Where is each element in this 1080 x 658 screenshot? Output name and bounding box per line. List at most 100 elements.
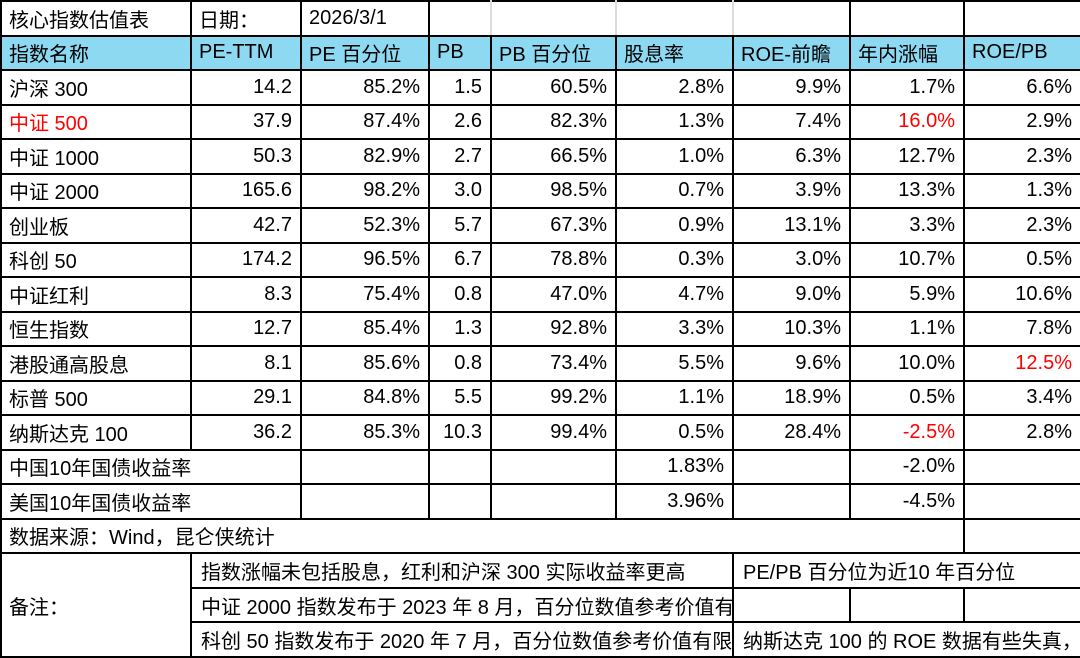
- cell-dividend-yield: 1.3%: [615, 103, 734, 141]
- cell-roe-pb: 0.5%: [963, 241, 1080, 279]
- cell-pe-percentile: 82.9%: [300, 138, 430, 175]
- col-header-roe-pb: ROE/PB: [963, 34, 1080, 72]
- cell-ytd-change: -4.5%: [849, 483, 965, 520]
- cell-pb-percentile: 67.3%: [490, 207, 617, 244]
- cell-ytd-change: 12.7%: [849, 138, 965, 175]
- cell-pe-ttm: 42.7: [190, 207, 302, 244]
- cell-bond-yield: 1.83%: [615, 448, 734, 486]
- cell-pb-percentile: 60.5%: [490, 69, 617, 106]
- cell-pb-percentile: 73.4%: [490, 345, 617, 382]
- col-header-pb: PB: [428, 34, 492, 72]
- index-name: 中证 2000: [0, 172, 192, 210]
- cell-pe-ttm: 14.2: [190, 69, 302, 106]
- table-row: 创业板 42.7 52.3% 5.7 67.3% 0.9% 13.1% 3.3%…: [0, 207, 1080, 244]
- cell-roe-forward: 13.1%: [732, 207, 851, 244]
- cell-pb: 2.6: [428, 103, 492, 141]
- empty-cell: [300, 483, 430, 520]
- cell-pe-ttm: 174.2: [190, 241, 302, 279]
- cell-dividend-yield: 2.8%: [615, 69, 734, 106]
- table-row: 中证 2000 165.6 98.2% 3.0 98.5% 0.7% 3.9% …: [0, 172, 1080, 210]
- cell-roe-forward: 3.0%: [732, 241, 851, 279]
- cell-ytd-change: 5.9%: [849, 276, 965, 313]
- cell-pb: 1.3: [428, 310, 492, 348]
- cell-roe-pb: 2.3%: [963, 207, 1080, 244]
- cell-pb: 6.7: [428, 241, 492, 279]
- cell-roe-pb: 7.8%: [963, 310, 1080, 348]
- cell-ytd-change: 13.3%: [849, 172, 965, 210]
- bond-row: 美国10年国债收益率 3.96% -4.5%: [0, 483, 1080, 520]
- empty-cell: [732, 586, 851, 624]
- cell-roe-forward: 7.4%: [732, 103, 851, 141]
- cell-pe-percentile: 85.3%: [300, 414, 430, 451]
- cell-roe-pb: 3.4%: [963, 379, 1080, 417]
- cell-pb: 5.5: [428, 379, 492, 417]
- index-name: 沪深 300: [0, 69, 192, 106]
- empty-cell: [732, 0, 851, 37]
- cell-pe-ttm: 8.1: [190, 345, 302, 382]
- index-name: 恒生指数: [0, 310, 192, 348]
- pe-pb-percentile-note: PE/PB 百分位为近10 年百分位: [732, 552, 1080, 589]
- bond-name: 美国10年国债收益率: [0, 483, 302, 520]
- cell-pb-percentile: 98.5%: [490, 172, 617, 210]
- table-row: 中证 1000 50.3 82.9% 2.7 66.5% 1.0% 6.3% 1…: [0, 138, 1080, 175]
- cell-pb: 0.8: [428, 345, 492, 382]
- cell-pe-percentile: 85.6%: [300, 345, 430, 382]
- remark-label: 备注：: [0, 552, 192, 658]
- empty-cell: [963, 448, 1080, 486]
- cell-roe-forward: 3.9%: [732, 172, 851, 210]
- cell-dividend-yield: 0.3%: [615, 241, 734, 279]
- cell-dividend-yield: 0.5%: [615, 414, 734, 451]
- cell-pe-percentile: 87.4%: [300, 103, 430, 141]
- cell-roe-forward: 9.6%: [732, 345, 851, 382]
- cell-pe-ttm: 165.6: [190, 172, 302, 210]
- cell-pe-percentile: 75.4%: [300, 276, 430, 313]
- empty-cell: [428, 448, 492, 486]
- cell-ytd-change: 0.5%: [849, 379, 965, 417]
- empty-cell: [490, 0, 617, 37]
- index-name: 中证 1000: [0, 138, 192, 175]
- table-row: 纳斯达克 100 36.2 85.3% 10.3 99.4% 0.5% 28.4…: [0, 414, 1080, 451]
- table-row: 标普 500 29.1 84.8% 5.5 99.2% 1.1% 18.9% 0…: [0, 379, 1080, 417]
- cell-dividend-yield: 1.0%: [615, 138, 734, 175]
- cell-ytd-change: 1.7%: [849, 69, 965, 106]
- table-row: 中证红利 8.3 75.4% 0.8 47.0% 4.7% 9.0% 5.9% …: [0, 276, 1080, 313]
- table-row: 沪深 300 14.2 85.2% 1.5 60.5% 2.8% 9.9% 1.…: [0, 69, 1080, 106]
- source-row: 数据来源：Wind，昆仑侠统计: [0, 517, 1080, 555]
- column-header-row: 指数名称 PE-TTM PE 百分位 PB PB 百分位 股息率 ROE-前瞻 …: [0, 34, 1080, 72]
- cell-pe-ttm: 37.9: [190, 103, 302, 141]
- cell-pb: 2.7: [428, 138, 492, 175]
- cell-pe-ttm: 8.3: [190, 276, 302, 313]
- empty-cell: [963, 483, 1080, 520]
- index-name: 中证 500: [0, 103, 192, 141]
- col-header-dividend-yield: 股息率: [615, 34, 734, 72]
- col-header-ytd-change: 年内涨幅: [849, 34, 965, 72]
- cell-pe-percentile: 98.2%: [300, 172, 430, 210]
- cell-roe-forward: 18.9%: [732, 379, 851, 417]
- cell-pe-percentile: 85.4%: [300, 310, 430, 348]
- cell-pe-ttm: 36.2: [190, 414, 302, 451]
- cell-pb: 1.5: [428, 69, 492, 106]
- cell-roe-forward: 9.0%: [732, 276, 851, 313]
- empty-cell: [849, 0, 965, 37]
- col-header-pe-ttm: PE-TTM: [190, 34, 302, 72]
- cell-ytd-change: 16.0%: [849, 103, 965, 141]
- cell-roe-forward: 6.3%: [732, 138, 851, 175]
- col-header-pe-percentile: PE 百分位: [300, 34, 430, 72]
- cell-roe-pb: 2.3%: [963, 138, 1080, 175]
- empty-cell: [732, 448, 851, 486]
- cell-ytd-change: -2.5%: [849, 414, 965, 451]
- index-name: 标普 500: [0, 379, 192, 417]
- remark-note-2: 中证 2000 指数发布于 2023 年 8 月，百分位数值参考价值有限: [190, 586, 734, 624]
- cell-ytd-change: -2.0%: [849, 448, 965, 486]
- empty-cell: [849, 586, 965, 624]
- nasdaq-roe-note: 纳斯达克 100 的 ROE 数据有些失真，和超: [732, 621, 1080, 658]
- cell-pe-percentile: 84.8%: [300, 379, 430, 417]
- empty-cell: [428, 483, 492, 520]
- empty-cell: [428, 0, 492, 37]
- bond-row: 中国10年国债收益率 1.83% -2.0%: [0, 448, 1080, 486]
- cell-pe-percentile: 52.3%: [300, 207, 430, 244]
- remark-row: 中证 2000 指数发布于 2023 年 8 月，百分位数值参考价值有限: [1, 586, 1080, 624]
- cell-dividend-yield: 0.9%: [615, 207, 734, 244]
- empty-cell: [615, 0, 734, 37]
